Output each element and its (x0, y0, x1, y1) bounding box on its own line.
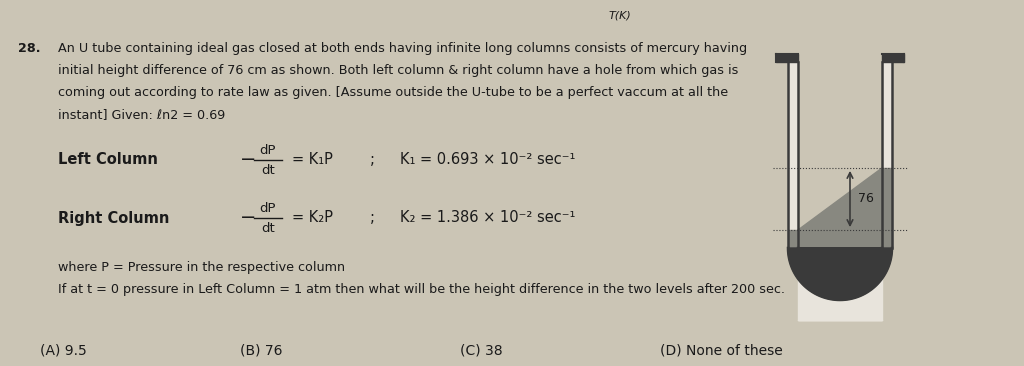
Text: dt: dt (261, 221, 274, 235)
Text: dP: dP (260, 202, 276, 214)
Text: instant] Given: ℓn2 = 0.69: instant] Given: ℓn2 = 0.69 (58, 108, 225, 121)
Text: If at t = 0 pressure in Left Column = 1 atm then what will be the height differe: If at t = 0 pressure in Left Column = 1 … (58, 284, 785, 296)
Text: initial height difference of 76 cm as shown. Both left column & right column hav: initial height difference of 76 cm as sh… (58, 64, 738, 77)
Text: Left Column: Left Column (58, 153, 158, 168)
Polygon shape (882, 54, 904, 62)
Text: = K₂P: = K₂P (292, 210, 333, 225)
Text: (D) None of these: (D) None of these (660, 343, 782, 357)
Polygon shape (798, 168, 882, 290)
Text: An U tube containing ideal gas closed at both ends having infinite long columns : An U tube containing ideal gas closed at… (58, 42, 748, 55)
Text: −: − (240, 150, 256, 169)
Text: Right Column: Right Column (58, 210, 169, 225)
Text: dt: dt (261, 164, 274, 176)
Text: coming out according to rate law as given. [Assume outside the U-tube to be a pe: coming out according to rate law as give… (58, 86, 728, 99)
Text: dP: dP (260, 143, 276, 157)
Text: (A) 9.5: (A) 9.5 (40, 343, 87, 357)
Text: 28.: 28. (18, 42, 41, 55)
Text: T(K): T(K) (608, 10, 632, 20)
Text: (C) 38: (C) 38 (460, 343, 503, 357)
Text: ;: ; (370, 210, 375, 225)
Text: 76: 76 (858, 193, 873, 205)
Text: = K₁P: = K₁P (292, 153, 333, 168)
Text: ;: ; (370, 153, 375, 168)
Polygon shape (788, 248, 892, 300)
Polygon shape (776, 54, 798, 62)
Text: K₁ = 0.693 × 10⁻² sec⁻¹: K₁ = 0.693 × 10⁻² sec⁻¹ (400, 153, 575, 168)
Text: −: − (240, 209, 256, 228)
Text: where P = Pressure in the respective column: where P = Pressure in the respective col… (58, 261, 345, 274)
Text: K₂ = 1.386 × 10⁻² sec⁻¹: K₂ = 1.386 × 10⁻² sec⁻¹ (400, 210, 575, 225)
Text: (B) 76: (B) 76 (240, 343, 283, 357)
